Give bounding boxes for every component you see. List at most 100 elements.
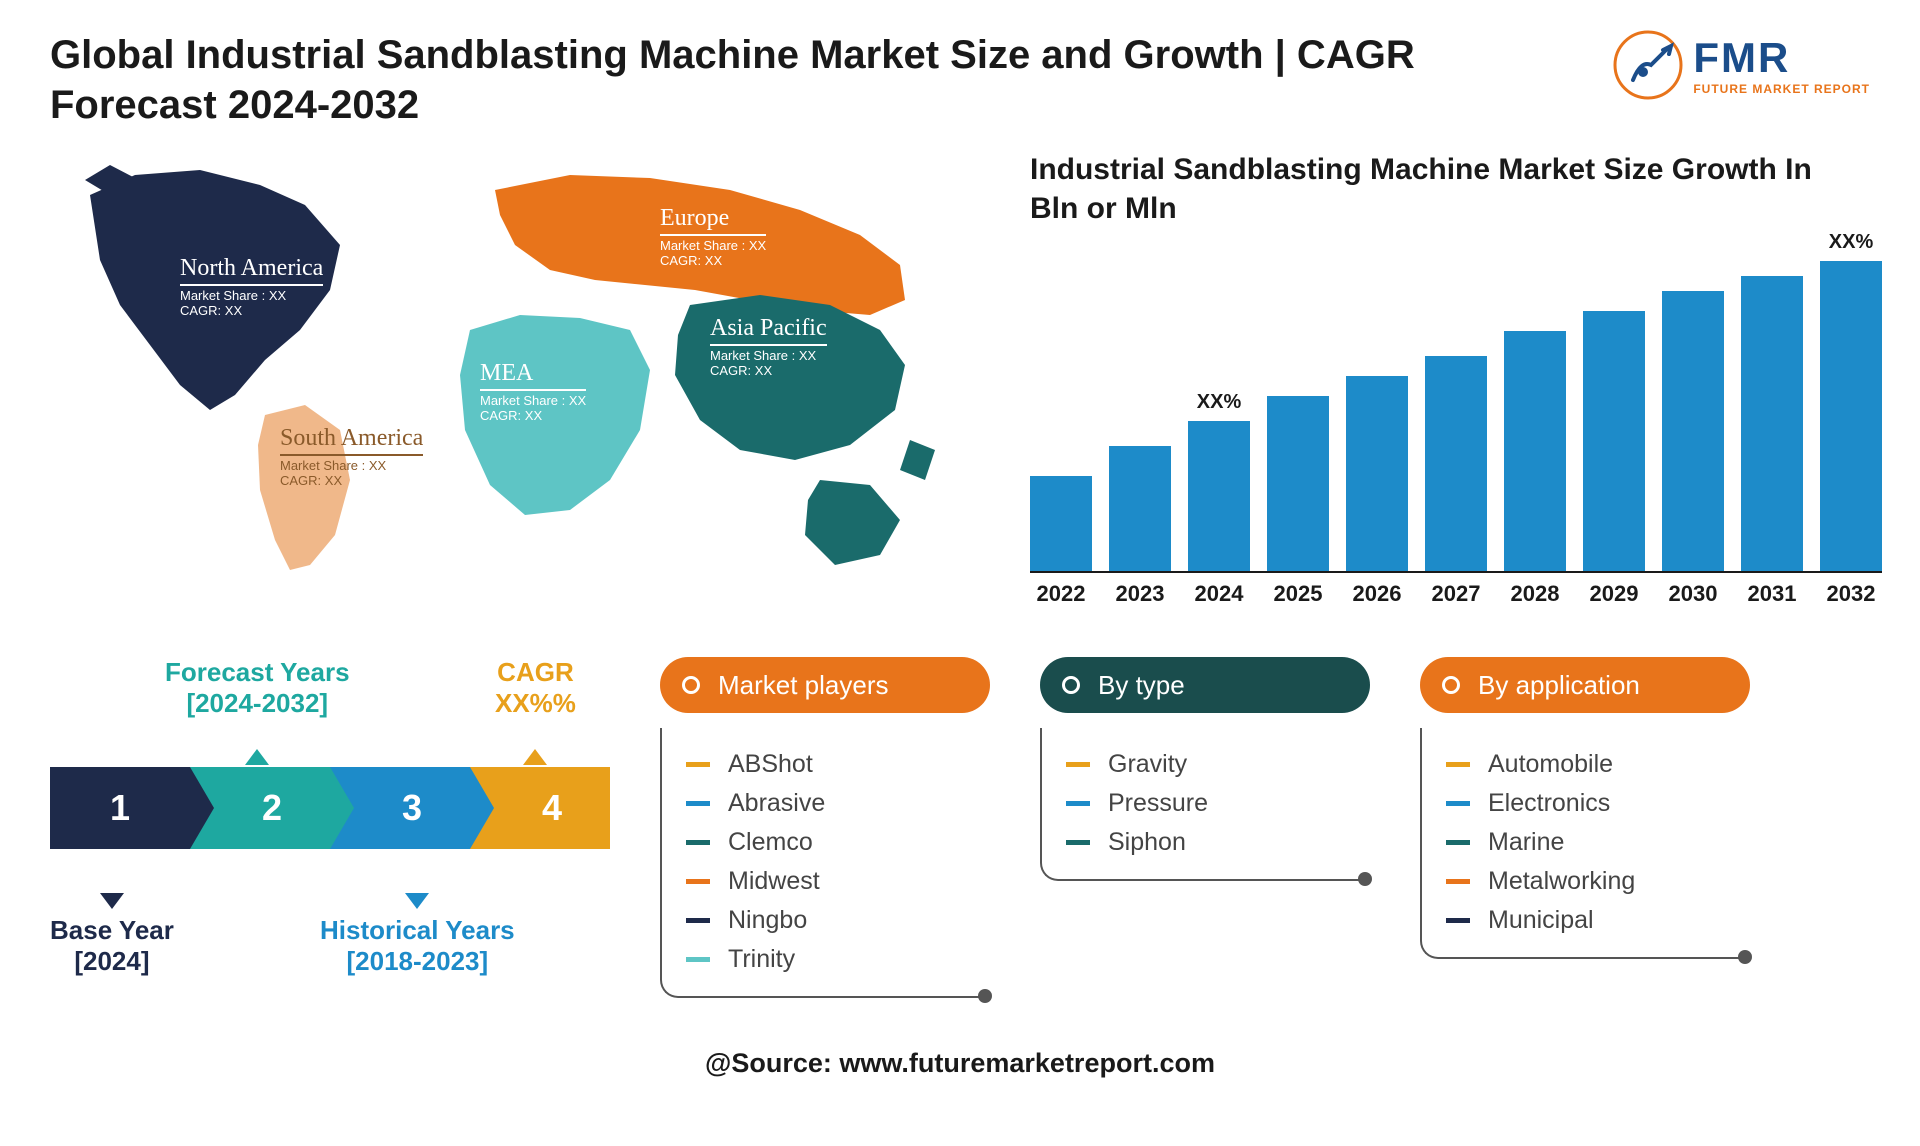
- list-item: Metalworking: [1446, 867, 1750, 896]
- dash-icon: [1446, 918, 1470, 923]
- by-type-col: By type GravityPressureSiphon: [1040, 657, 1370, 998]
- dot-icon: [1442, 676, 1460, 694]
- bar-label: 2025: [1267, 581, 1329, 607]
- pill-label: By application: [1478, 670, 1640, 701]
- region-asia-pacific: Asia Pacific Market Share : XX CAGR: XX: [710, 315, 827, 378]
- region-south-america: South America Market Share : XX CAGR: XX: [280, 425, 423, 488]
- bar-container: XX% XX%: [1030, 243, 1882, 573]
- bar-annotation: XX%: [1197, 391, 1241, 414]
- bar-label: 2022: [1030, 581, 1092, 607]
- bar-wrap: [1583, 311, 1645, 571]
- bar-label: 2028: [1504, 581, 1566, 607]
- bar: [1109, 446, 1171, 571]
- timeline: Forecast Years [2024-2032] CAGR XX%% 1 2…: [50, 657, 610, 997]
- item-label: Gravity: [1108, 750, 1187, 779]
- page-title: Global Industrial Sandblasting Machine M…: [50, 30, 1450, 130]
- dot-icon: [1062, 676, 1080, 694]
- bar-wrap: XX%: [1188, 421, 1250, 571]
- list-item: Marine: [1446, 828, 1750, 857]
- dash-icon: [1066, 762, 1090, 767]
- region-europe: Europe Market Share : XX CAGR: XX: [660, 205, 766, 268]
- players-list: ABShotAbrasiveClemcoMidwestNingboTrinity: [660, 728, 990, 998]
- dash-icon: [686, 840, 710, 845]
- region-name: North America: [180, 255, 323, 282]
- bar-labels: 2022202320242025202620272028202920302031…: [1030, 581, 1882, 607]
- dash-icon: [686, 762, 710, 767]
- logo-sub: FUTURE MARKET REPORT: [1693, 82, 1870, 96]
- list-item: Automobile: [1446, 750, 1750, 779]
- bottom-section: Forecast Years [2024-2032] CAGR XX%% 1 2…: [50, 657, 1870, 998]
- dash-icon: [1066, 840, 1090, 845]
- bar: [1188, 421, 1250, 571]
- historical-tag: Historical Years [2018-2023]: [320, 887, 515, 977]
- application-list: Automobile Electronics Marine Metalworking M…: [1420, 728, 1750, 959]
- type-list: GravityPressureSiphon: [1040, 728, 1370, 881]
- item-label: Ningbo: [728, 906, 807, 935]
- pill-label: By type: [1098, 670, 1185, 701]
- dash-icon: [686, 879, 710, 884]
- by-application-pill: By application: [1420, 657, 1750, 713]
- logo-main: FMR: [1693, 34, 1870, 82]
- item-label: Siphon: [1108, 828, 1186, 857]
- bar-label: 2029: [1583, 581, 1645, 607]
- market-players-pill: Market players: [660, 657, 990, 713]
- source-attribution: @Source: www.futuremarketreport.com: [50, 1048, 1870, 1079]
- cagr-tag: CAGR XX%%: [495, 657, 576, 750]
- by-type-pill: By type: [1040, 657, 1370, 713]
- bar: [1346, 376, 1408, 571]
- dash-icon: [686, 918, 710, 923]
- bar: [1267, 396, 1329, 571]
- market-players-col: Market players ABShot Abrasive Clemco Midwe…: [660, 657, 990, 998]
- bar: [1741, 276, 1803, 571]
- dash-icon: [1446, 840, 1470, 845]
- bar-label: 2032: [1820, 581, 1882, 607]
- region-details: Market Share : XX CAGR: XX: [710, 344, 827, 378]
- timeline-bar: 1 2 3 4: [50, 767, 610, 849]
- logo-text: FMR FUTURE MARKET REPORT: [1693, 34, 1870, 96]
- item-label: Abrasive: [728, 789, 825, 818]
- list-item: Electronics: [1446, 789, 1750, 818]
- region-details: Market Share : XX CAGR: XX: [480, 389, 586, 423]
- forecast-tag: Forecast Years [2024-2032]: [165, 657, 350, 750]
- list-item: Clemco: [686, 828, 990, 857]
- dot-icon: [682, 676, 700, 694]
- item-label: Marine: [1488, 828, 1564, 857]
- item-label: Clemco: [728, 828, 813, 857]
- item-label: Electronics: [1488, 789, 1610, 818]
- bar: [1583, 311, 1645, 571]
- dash-icon: [686, 801, 710, 806]
- bar: [1425, 356, 1487, 571]
- bar-wrap: [1504, 331, 1566, 571]
- item-label: Automobile: [1488, 750, 1613, 779]
- item-label: Midwest: [728, 867, 820, 896]
- region-name: Europe: [660, 205, 766, 232]
- list-item: Ningbo: [686, 906, 990, 935]
- region-mea: MEA Market Share : XX CAGR: XX: [480, 360, 586, 423]
- bar-wrap: XX%: [1820, 261, 1882, 571]
- bar: [1662, 291, 1724, 571]
- bar-wrap: [1741, 276, 1803, 571]
- pill-label: Market players: [718, 670, 889, 701]
- bar-label: 2027: [1425, 581, 1487, 607]
- header: Global Industrial Sandblasting Machine M…: [50, 30, 1870, 130]
- bar-label: 2026: [1346, 581, 1408, 607]
- list-item: ABShot: [686, 750, 990, 779]
- top-section: North America Market Share : XX CAGR: XX…: [50, 150, 1870, 607]
- bar: [1504, 331, 1566, 571]
- list-item: Gravity: [1066, 750, 1370, 779]
- bar-wrap: [1267, 396, 1329, 571]
- item-label: Metalworking: [1488, 867, 1635, 896]
- list-item: Municipal: [1446, 906, 1750, 935]
- bar-wrap: [1425, 356, 1487, 571]
- bar-label: 2030: [1662, 581, 1724, 607]
- arrow-up-icon: [523, 719, 547, 765]
- region-details: Market Share : XX CAGR: XX: [180, 284, 323, 318]
- bar-label: 2024: [1188, 581, 1250, 607]
- bar-annotation: XX%: [1829, 231, 1873, 254]
- growth-chart: Industrial Sandblasting Machine Market S…: [1010, 150, 1882, 607]
- arrow-down-icon: [100, 893, 124, 909]
- logo: FMR FUTURE MARKET REPORT: [1613, 30, 1870, 100]
- dash-icon: [1066, 801, 1090, 806]
- arrow-down-icon: [405, 893, 429, 909]
- fmr-logo-icon: [1613, 30, 1683, 100]
